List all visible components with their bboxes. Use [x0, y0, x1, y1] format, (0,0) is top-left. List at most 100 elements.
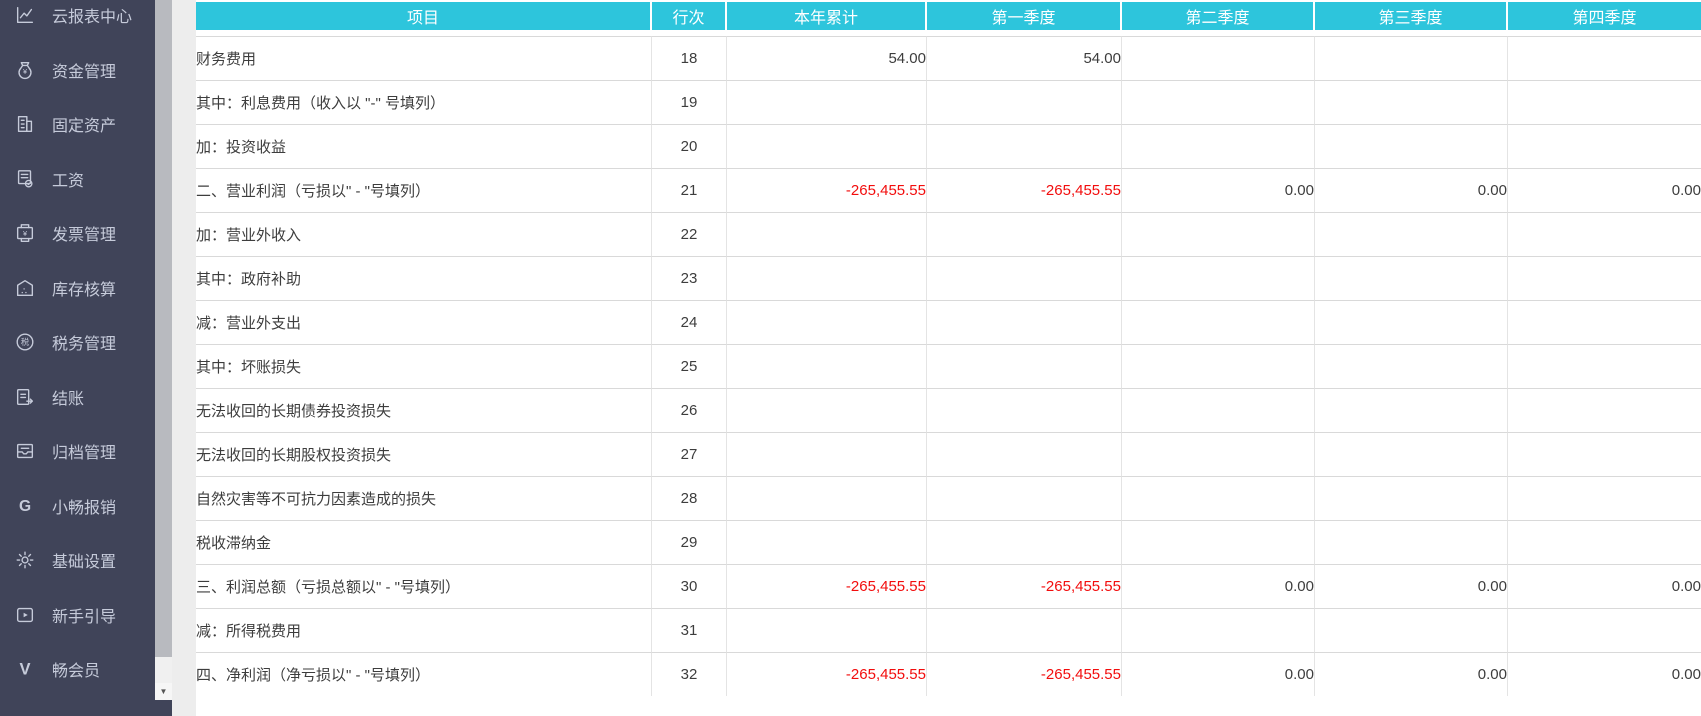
item-cell: 其中：坏账损失 — [196, 344, 652, 388]
line-no-cell: 20 — [652, 124, 727, 168]
ytd-cell — [727, 476, 927, 520]
item-cell: 无法收回的长期股权投资损失 — [196, 432, 652, 476]
sidebar-item-label: 工资 — [52, 172, 85, 190]
item-cell: 加：投资收益 — [196, 124, 652, 168]
sidebar-item-chang-member[interactable]: V 畅会员 — [0, 642, 155, 697]
q4-cell — [1508, 212, 1701, 256]
sidebar-item-label: 税务管理 — [52, 336, 117, 354]
col-header-q3: 第三季度 — [1315, 2, 1508, 36]
line-no-cell: 24 — [652, 300, 727, 344]
sidebar-item-tax-management[interactable]: 税 税务管理 — [0, 315, 155, 370]
income-statement-table: 项目 行次 本年累计 第一季度 第二季度 第三季度 第四季度 财务费用 18 54.00 5… — [196, 2, 1701, 696]
ytd-cell: -265,455.55 — [727, 168, 927, 212]
q2-cell: 0.00 — [1122, 564, 1315, 608]
table-row: 减：所得税费用 31 — [196, 608, 1701, 652]
sidebar-item-closing[interactable]: 结账 — [0, 370, 155, 425]
building-icon — [13, 112, 37, 136]
warehouse-icon — [13, 276, 37, 300]
line-no-cell: 25 — [652, 344, 727, 388]
q4-cell: 0.00 — [1508, 168, 1701, 212]
sidebar-item-basic-settings[interactable]: 基础设置 — [0, 533, 155, 588]
ytd-cell — [727, 256, 927, 300]
sidebar-scrollbar[interactable]: ▼ — [155, 0, 172, 700]
sidebar-item-funds-management[interactable]: ¥ 资金管理 — [0, 43, 155, 98]
q2-cell — [1122, 300, 1315, 344]
ytd-cell — [727, 212, 927, 256]
closing-book-icon — [13, 385, 37, 409]
q1-cell — [927, 432, 1122, 476]
item-cell: 减：营业外支出 — [196, 300, 652, 344]
q3-cell: 0.00 — [1315, 168, 1508, 212]
item-cell: 财务费用 — [196, 36, 652, 80]
q1-cell — [927, 520, 1122, 564]
col-header-q1: 第一季度 — [927, 2, 1122, 36]
col-header-item: 项目 — [196, 2, 652, 36]
col-header-ytd: 本年累计 — [727, 2, 927, 36]
table-row: 财务费用 18 54.00 54.00 — [196, 36, 1701, 80]
sidebar-item-fixed-assets[interactable]: 固定资产 — [0, 97, 155, 152]
sidebar-item-label: 云报表中心 — [52, 9, 133, 27]
ytd-cell — [727, 344, 927, 388]
ytd-cell — [727, 432, 927, 476]
scrollbar-thumb[interactable] — [155, 0, 172, 657]
sidebar: 云报表中心 ¥ 资金管理 固定资产 工资 ¥ 发票管理 库存核算 税 税务管理 … — [0, 0, 172, 716]
sidebar-item-invoice-management[interactable]: ¥ 发票管理 — [0, 206, 155, 261]
q2-cell — [1122, 80, 1315, 124]
item-cell: 三、利润总额（亏损总额以" - "号填列） — [196, 564, 652, 608]
q1-cell — [927, 388, 1122, 432]
item-cell: 加：营业外收入 — [196, 212, 652, 256]
q3-cell — [1315, 212, 1508, 256]
svg-text:税: 税 — [21, 337, 29, 347]
table-body: 财务费用 18 54.00 54.00 其中：利息费用（收入以 "-" 号填列）… — [196, 36, 1701, 696]
line-no-cell: 19 — [652, 80, 727, 124]
table-row: 减：营业外支出 24 — [196, 300, 1701, 344]
item-cell: 自然灾害等不可抗力因素造成的损失 — [196, 476, 652, 520]
gear-icon — [13, 548, 37, 572]
sidebar-item-payroll[interactable]: 工资 — [0, 152, 155, 207]
v-member-icon: V — [13, 657, 37, 681]
sidebar-item-cloud-report-center[interactable]: 云报表中心 — [0, 0, 155, 43]
q1-cell: 54.00 — [927, 36, 1122, 80]
line-no-cell: 31 — [652, 608, 727, 652]
sidebar-item-inventory-accounting[interactable]: 库存核算 — [0, 261, 155, 316]
table-header-row: 项目 行次 本年累计 第一季度 第二季度 第三季度 第四季度 — [196, 2, 1701, 36]
sidebar-item-beginner-guide[interactable]: 新手引导 — [0, 588, 155, 643]
archive-box-icon — [13, 439, 37, 463]
table-row: 其中：利息费用（收入以 "-" 号填列） 19 — [196, 80, 1701, 124]
table-row: 自然灾害等不可抗力因素造成的损失 28 — [196, 476, 1701, 520]
svg-text:¥: ¥ — [23, 229, 28, 238]
q1-cell — [927, 212, 1122, 256]
line-no-cell: 28 — [652, 476, 727, 520]
q1-cell — [927, 608, 1122, 652]
q3-cell — [1315, 256, 1508, 300]
table-row: 二、营业利润（亏损以" - "号填列） 21 -265,455.55 -265,… — [196, 168, 1701, 212]
line-no-cell: 30 — [652, 564, 727, 608]
sidebar-item-xiaochang-expense[interactable]: G 小畅报销 — [0, 479, 155, 534]
q1-cell: -265,455.55 — [927, 168, 1122, 212]
sidebar-item-archive-management[interactable]: 归档管理 — [0, 424, 155, 479]
table-row: 加：投资收益 20 — [196, 124, 1701, 168]
q4-cell — [1508, 388, 1701, 432]
sidebar-item-label: 畅会员 — [52, 663, 101, 681]
item-cell: 其中：利息费用（收入以 "-" 号填列） — [196, 80, 652, 124]
table-row: 无法收回的长期股权投资损失 27 — [196, 432, 1701, 476]
ytd-cell: -265,455.55 — [727, 564, 927, 608]
g-logo-icon: G — [13, 494, 37, 518]
svg-text:V: V — [19, 661, 30, 679]
scrollbar-down-button[interactable]: ▼ — [155, 683, 172, 700]
ytd-cell — [727, 124, 927, 168]
item-cell: 减：所得税费用 — [196, 608, 652, 652]
q4-cell — [1508, 256, 1701, 300]
q3-cell — [1315, 608, 1508, 652]
line-chart-icon — [13, 3, 37, 27]
q2-cell — [1122, 124, 1315, 168]
sidebar-item-label: 新手引导 — [52, 608, 117, 626]
q1-cell: -265,455.55 — [927, 652, 1122, 696]
q4-cell: 0.00 — [1508, 564, 1701, 608]
line-no-cell: 26 — [652, 388, 727, 432]
ytd-cell — [727, 300, 927, 344]
item-cell: 税收滞纳金 — [196, 520, 652, 564]
q4-cell: 0.00 — [1508, 652, 1701, 696]
svg-text:G: G — [19, 498, 31, 515]
q2-cell — [1122, 344, 1315, 388]
